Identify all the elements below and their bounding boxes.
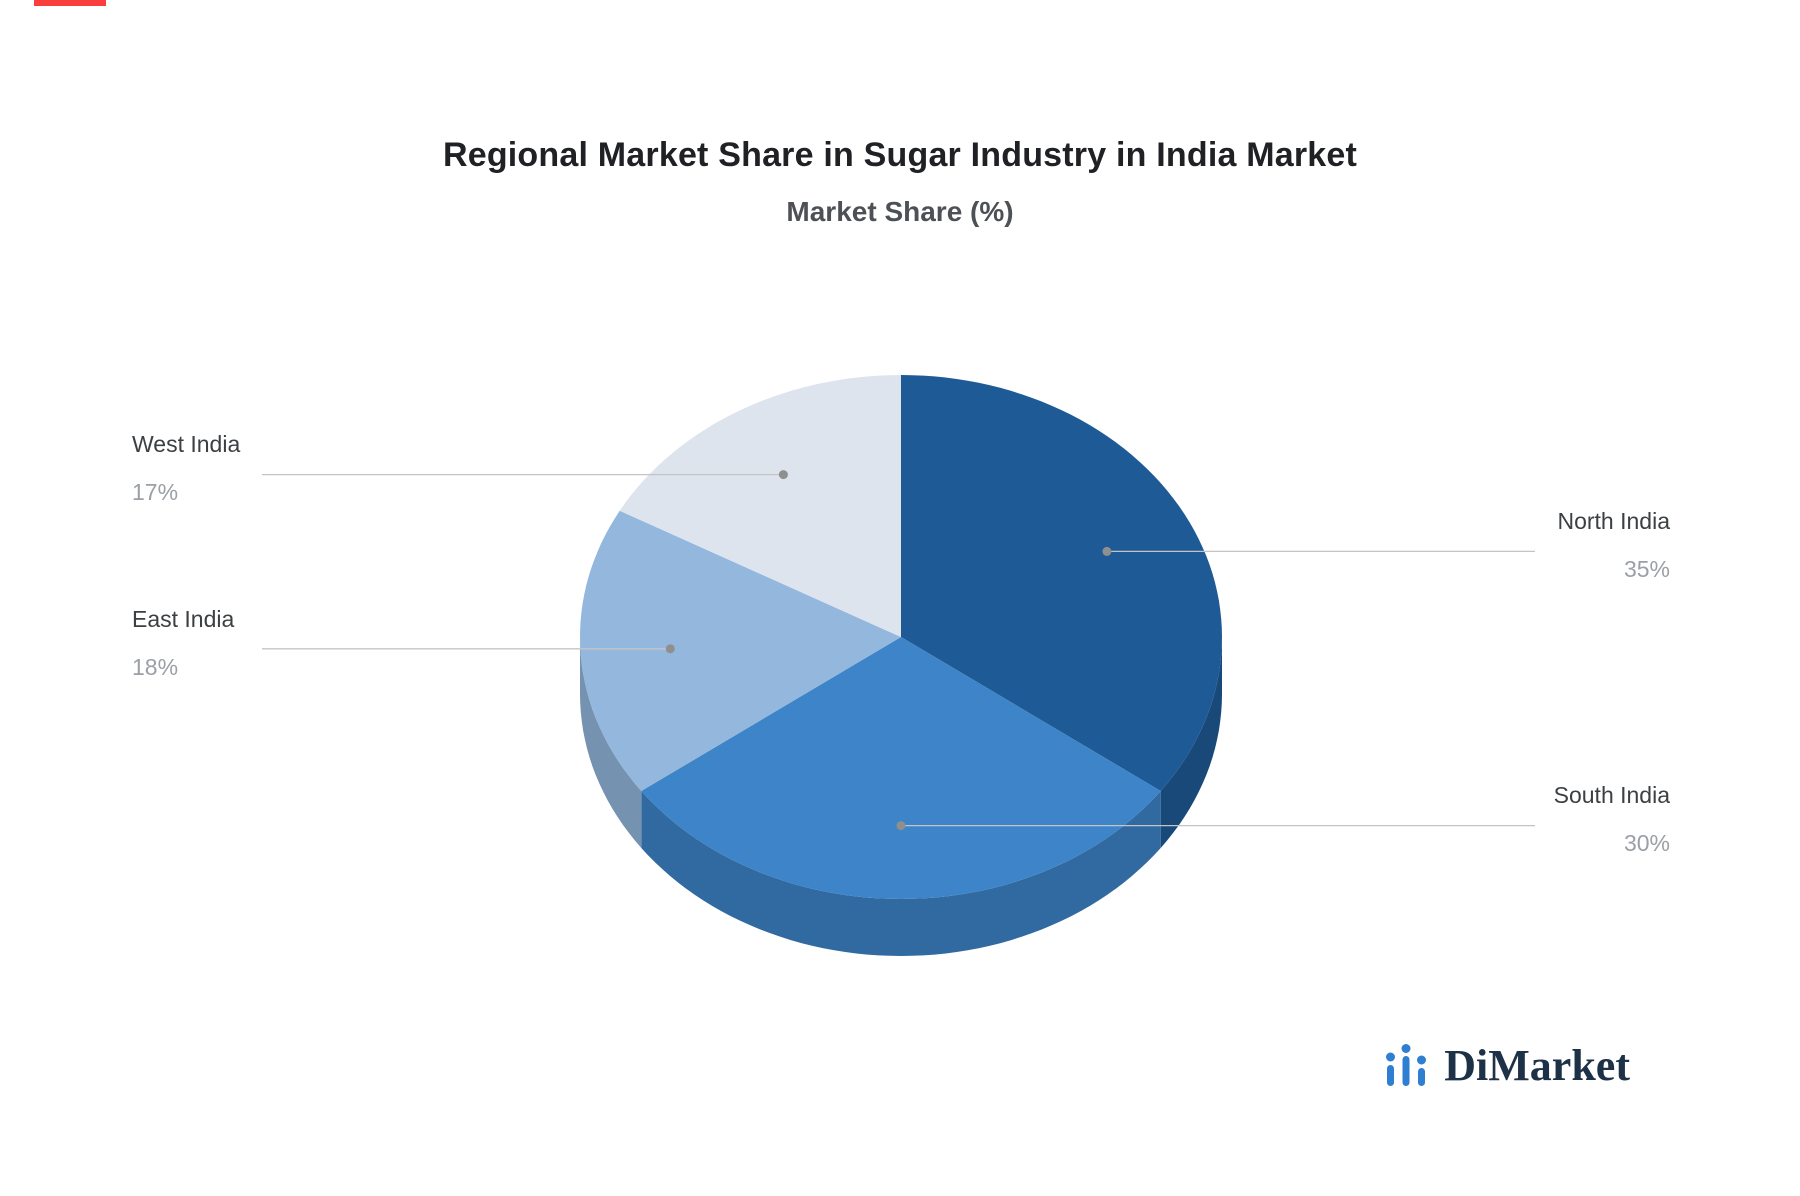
chart-subtitle: Market Share (%) [786, 196, 1014, 227]
screen-artifact-red [34, 0, 106, 6]
slice-label-east-india: East India [132, 606, 235, 632]
slice-label-west-india: West India [132, 431, 241, 457]
leader-dot [665, 644, 675, 654]
pie-slice-north-india[interactable] [901, 375, 1222, 791]
leader-dot [896, 821, 906, 831]
bar-chart-logo-icon [1386, 1043, 1427, 1086]
slice-percent-east-india: 18% [132, 654, 179, 680]
brand-logo: DiMarket [1382, 1040, 1630, 1091]
slice-percent-north-india: 35% [1623, 556, 1670, 582]
leader-dot [1102, 546, 1112, 556]
chart-title: Regional Market Share in Sugar Industry … [442, 136, 1358, 174]
callout-west-india: West India 17% [132, 430, 240, 506]
leader-dot [778, 470, 788, 480]
pie-slice-side [641, 791, 1161, 956]
slice-percent-west-india: 17% [132, 479, 179, 505]
slice-label-north-india: North India [1557, 508, 1670, 534]
pie-slice-west-india[interactable] [619, 375, 901, 637]
pie-slice-east-india[interactable] [580, 510, 901, 791]
pie-slice-side [1160, 637, 1222, 848]
slice-label-south-india: South India [1553, 782, 1670, 808]
brand-name: DiMarket [1444, 1041, 1630, 1090]
slice-percent-south-india: 30% [1623, 830, 1670, 856]
callout-north-india: North India 35% [1557, 507, 1670, 583]
pie-slice-south-india[interactable] [641, 637, 1161, 899]
pie-slice-side [580, 637, 642, 848]
callout-south-india: South India 30% [1554, 781, 1670, 857]
callout-east-india: East India 18% [132, 605, 234, 681]
